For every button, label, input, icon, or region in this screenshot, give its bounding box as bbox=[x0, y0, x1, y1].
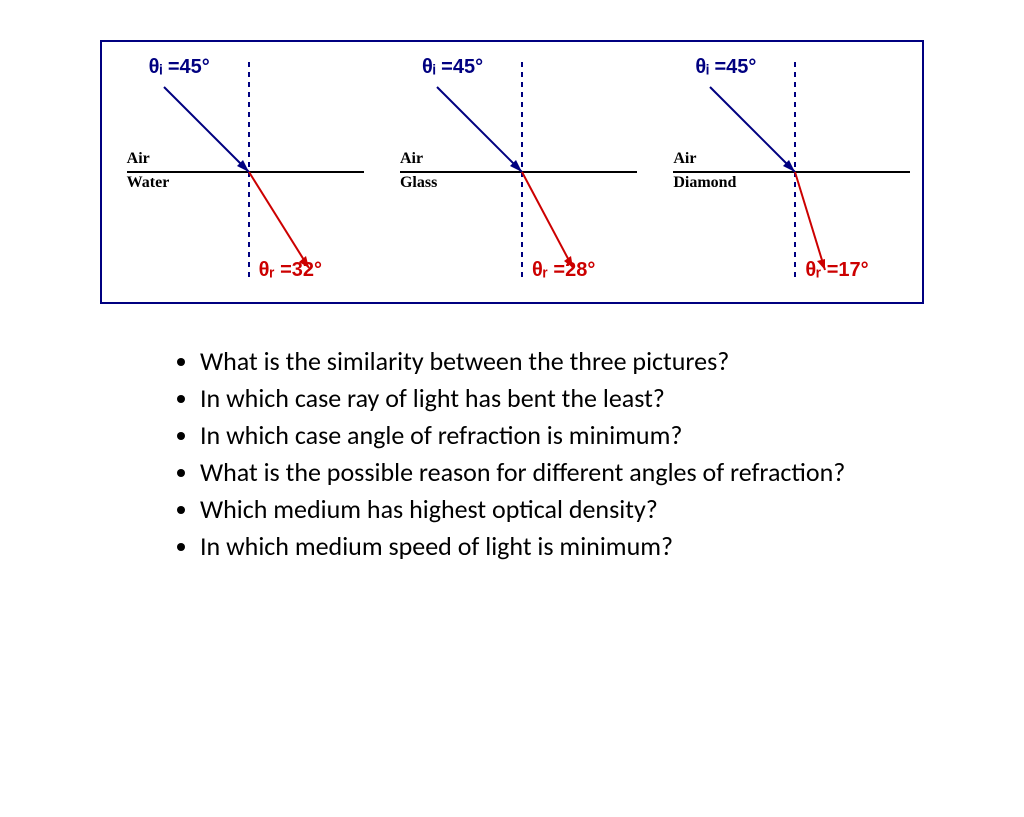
medium-top-label: Air bbox=[673, 150, 696, 168]
refraction-svg-water bbox=[109, 52, 369, 292]
theta-i-label: θᵢ =45° bbox=[422, 56, 483, 79]
question-item: In which case angle of refraction is min… bbox=[200, 418, 924, 453]
theta-r-label: θᵣ =32° bbox=[259, 259, 322, 282]
medium-top-label: Air bbox=[400, 150, 423, 168]
refraction-diagram-box: θᵢ =45° Air Water θᵣ =32° θᵢ =45° Air Gl… bbox=[100, 40, 924, 304]
medium-bottom-label: Water bbox=[127, 174, 170, 192]
theta-r-label: θᵣ =28° bbox=[532, 259, 595, 282]
medium-top-label: Air bbox=[127, 150, 150, 168]
refraction-panel-glass: θᵢ =45° Air Glass θᵣ =28° bbox=[382, 52, 642, 292]
theta-r-label: θᵣ =17° bbox=[805, 259, 868, 282]
question-list: What is the similarity between the three… bbox=[160, 344, 924, 565]
refraction-panel-diamond: θᵢ =45° Air Diamond θᵣ =17° bbox=[655, 52, 915, 292]
refraction-svg-diamond bbox=[655, 52, 915, 292]
question-item: What is the possible reason for differen… bbox=[200, 455, 924, 490]
theta-i-label: θᵢ =45° bbox=[149, 56, 210, 79]
theta-i-label: θᵢ =45° bbox=[695, 56, 756, 79]
question-item: In which medium speed of light is minimu… bbox=[200, 529, 924, 564]
question-item: What is the similarity between the three… bbox=[200, 344, 924, 379]
refraction-panel-water: θᵢ =45° Air Water θᵣ =32° bbox=[109, 52, 369, 292]
medium-bottom-label: Diamond bbox=[673, 174, 736, 192]
medium-bottom-label: Glass bbox=[400, 174, 437, 192]
question-item: In which case ray of light has bent the … bbox=[200, 381, 924, 416]
page-root: θᵢ =45° Air Water θᵣ =32° θᵢ =45° Air Gl… bbox=[0, 0, 1024, 565]
question-item: Which medium has highest optical density… bbox=[200, 492, 924, 527]
refraction-svg-glass bbox=[382, 52, 642, 292]
